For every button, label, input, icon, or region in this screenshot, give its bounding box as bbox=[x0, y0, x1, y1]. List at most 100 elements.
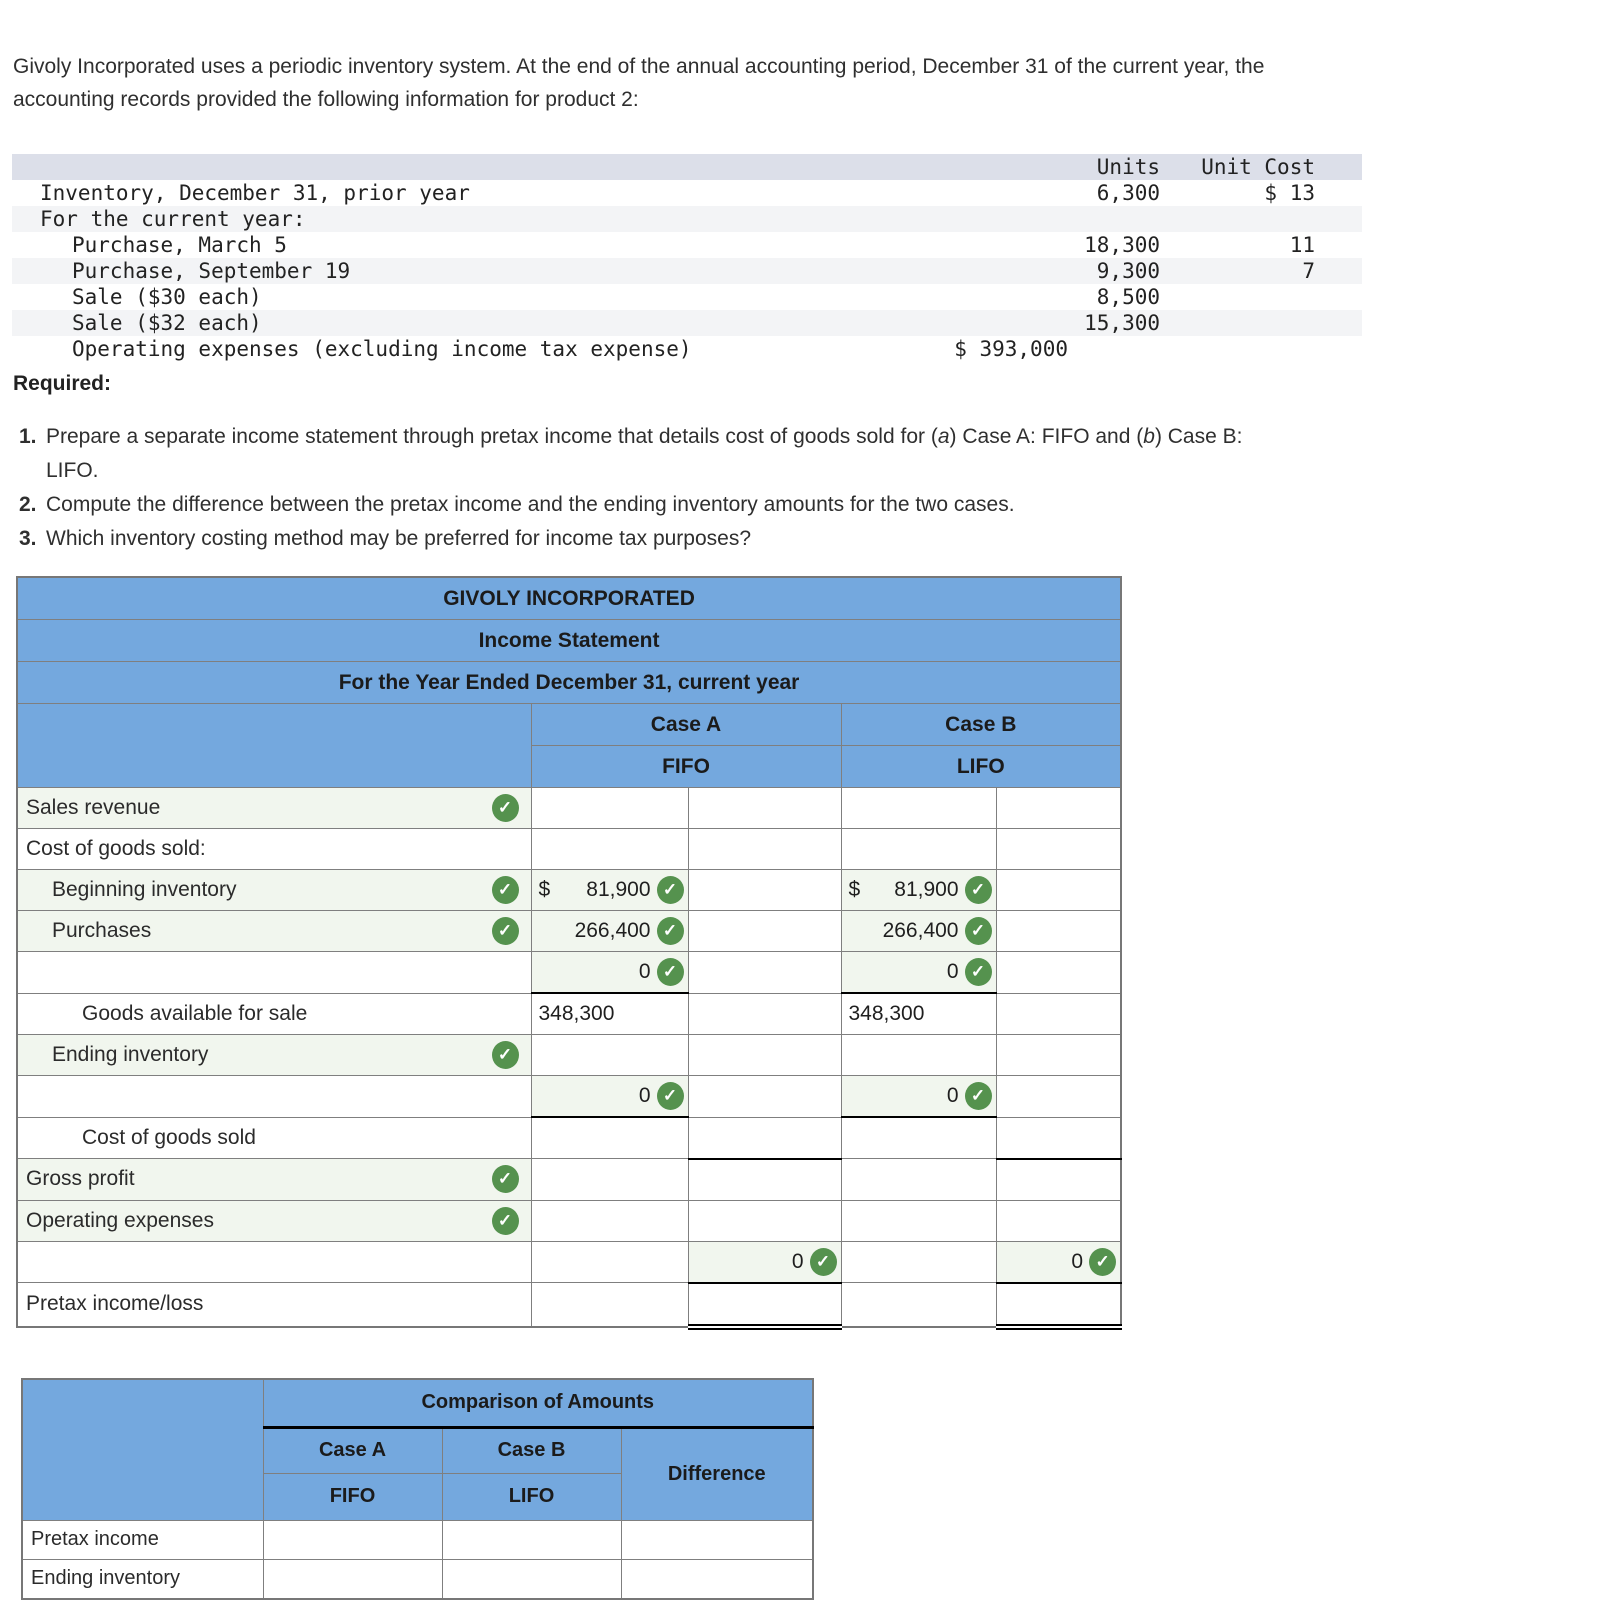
inventory-cell: 8,500 bbox=[1096, 285, 1160, 309]
comparison-method-header-row: FIFO LIFO bbox=[22, 1472, 813, 1521]
inventory-cell bbox=[1315, 232, 1362, 258]
is-row-label-text: Purchases bbox=[52, 919, 152, 942]
cell-value: 0 bbox=[1071, 1249, 1084, 1273]
is-cell-a1[interactable]: 266,400 ✓ bbox=[530, 910, 689, 952]
is-cell-a1[interactable] bbox=[530, 787, 689, 829]
inventory-cell bbox=[1315, 258, 1362, 284]
is-cell-a1[interactable] bbox=[530, 1199, 689, 1242]
required-list: 1. Prepare a separate income statement th… bbox=[0, 420, 1560, 556]
is-cell-b2[interactable] bbox=[995, 787, 1122, 829]
inventory-header-unit-cost: Unit Cost bbox=[1201, 155, 1315, 179]
is-cell-b2[interactable] bbox=[995, 1158, 1122, 1201]
is-cell-a1[interactable] bbox=[530, 1034, 689, 1076]
comparison-cell-case-a[interactable] bbox=[262, 1558, 443, 1599]
problem-statement: Givoly Incorporated uses a periodic inve… bbox=[13, 50, 1568, 116]
is-cell-a2[interactable] bbox=[687, 787, 842, 829]
is-row: 0 ✓ 0 ✓ bbox=[16, 951, 1122, 994]
is-cell-a1[interactable] bbox=[530, 828, 689, 870]
problem-statement-line2: accounting records provided the followin… bbox=[13, 88, 639, 111]
is-cell-a1[interactable] bbox=[530, 1240, 689, 1283]
is-cell-a1[interactable]: 0 ✓ bbox=[530, 951, 689, 994]
inventory-cell bbox=[1315, 336, 1362, 362]
is-cell-b2[interactable] bbox=[995, 1034, 1122, 1076]
is-cell-a2[interactable] bbox=[687, 1116, 842, 1160]
inventory-cell bbox=[1315, 310, 1362, 336]
is-cell-a2[interactable] bbox=[687, 910, 842, 952]
is-cell-b2[interactable] bbox=[995, 828, 1122, 870]
required-item-3: 3. Which inventory costing method may be … bbox=[0, 522, 1560, 556]
is-cell-b1[interactable] bbox=[840, 787, 997, 829]
is-title-statement: Income Statement bbox=[16, 619, 1122, 662]
comparison-header-fifo: FIFO bbox=[262, 1472, 443, 1521]
is-cell-b2[interactable] bbox=[995, 951, 1122, 994]
is-cell-b1[interactable]: 348,300 bbox=[840, 992, 997, 1035]
is-cell-b1[interactable]: $81,900 ✓ bbox=[840, 869, 997, 911]
inventory-row: Operating expenses (excluding income tax… bbox=[12, 336, 1362, 362]
inventory-cell: 6,300 bbox=[1096, 181, 1160, 205]
is-cell-b1[interactable] bbox=[840, 1034, 997, 1076]
cell-value: 348,300 bbox=[538, 1002, 615, 1025]
is-cell-b2[interactable] bbox=[995, 1075, 1122, 1118]
is-row: Cost of goods sold bbox=[16, 1116, 1122, 1160]
is-cell-b1[interactable] bbox=[840, 1199, 997, 1242]
is-cell-b1[interactable]: 0 ✓ bbox=[840, 1075, 997, 1118]
inventory-table-body: Inventory, December 31, prior year 6,300 $… bbox=[12, 180, 1362, 362]
is-row-label bbox=[16, 951, 532, 994]
check-icon: ✓ bbox=[964, 1082, 992, 1110]
is-cell-a2[interactable] bbox=[687, 951, 842, 994]
is-body: Sales revenue ✓ Cost of goods sold: Beginni… bbox=[16, 787, 1122, 1330]
is-cell-b1[interactable] bbox=[840, 1116, 997, 1159]
is-cell-a2[interactable] bbox=[687, 1199, 842, 1242]
is-cell-b1[interactable] bbox=[840, 1282, 997, 1327]
is-cell-a2[interactable] bbox=[687, 828, 842, 870]
is-header-case-b: Case B bbox=[840, 703, 1122, 746]
comparison-cell-difference[interactable] bbox=[620, 1519, 814, 1560]
is-cell-b2[interactable] bbox=[995, 1199, 1122, 1242]
comparison-cell-case-b[interactable] bbox=[441, 1558, 622, 1599]
is-header-empty bbox=[16, 703, 532, 788]
is-cell-b2[interactable] bbox=[995, 1282, 1122, 1330]
is-cell-b1[interactable] bbox=[840, 1158, 997, 1201]
cell-value: 0 bbox=[638, 960, 651, 983]
is-cell-a1[interactable] bbox=[530, 1282, 689, 1327]
comparison-cell-difference[interactable] bbox=[620, 1558, 814, 1599]
inventory-cell bbox=[752, 284, 1068, 310]
inventory-cell bbox=[1068, 206, 1160, 232]
required-item-1-italic-b: b bbox=[1143, 425, 1155, 448]
is-cell-a1[interactable]: $81,900 ✓ bbox=[530, 869, 689, 911]
is-cell-b1[interactable] bbox=[840, 1240, 997, 1283]
is-cell-a2[interactable] bbox=[687, 992, 842, 1035]
is-cell-a2[interactable] bbox=[687, 1075, 842, 1118]
comparison-row: Pretax income bbox=[21, 1519, 814, 1560]
is-cell-a2[interactable] bbox=[687, 1034, 842, 1076]
inventory-header-row: Units Unit Cost bbox=[12, 154, 1362, 180]
check-icon: ✓ bbox=[656, 876, 684, 904]
is-row: 0 ✓ 0 ✓ bbox=[16, 1240, 1122, 1284]
is-cell-b1[interactable]: 266,400 ✓ bbox=[840, 910, 997, 952]
is-row-label: Ending inventory ✓ bbox=[16, 1034, 532, 1076]
is-cell-a1[interactable]: 0 ✓ bbox=[530, 1075, 689, 1118]
comparison-cell-case-b[interactable] bbox=[441, 1519, 622, 1560]
is-cell-b1[interactable] bbox=[840, 828, 997, 870]
is-cell-a1[interactable]: 348,300 bbox=[530, 992, 689, 1035]
comparison-cell-case-a[interactable] bbox=[262, 1519, 443, 1560]
is-cell-b1[interactable]: 0 ✓ bbox=[840, 951, 997, 994]
is-cell-b2[interactable]: 0 ✓ bbox=[995, 1240, 1122, 1284]
is-row-label: Cost of goods sold: bbox=[16, 828, 532, 870]
is-row: Gross profit ✓ bbox=[16, 1158, 1122, 1201]
is-row: Sales revenue ✓ bbox=[16, 787, 1122, 829]
is-cell-a2[interactable] bbox=[687, 1158, 842, 1201]
is-cell-b2[interactable] bbox=[995, 992, 1122, 1035]
is-cell-b2[interactable] bbox=[995, 910, 1122, 952]
inventory-header-empty bbox=[12, 154, 752, 180]
comparison-header-lifo: LIFO bbox=[441, 1472, 622, 1521]
inventory-row: Sale ($32 each) 15,300 bbox=[12, 310, 1362, 336]
is-cell-b2[interactable] bbox=[995, 1116, 1122, 1160]
is-cell-a2[interactable]: 0 ✓ bbox=[687, 1240, 842, 1284]
is-cell-a2[interactable] bbox=[687, 869, 842, 911]
is-cell-a1[interactable] bbox=[530, 1116, 689, 1159]
is-cell-a1[interactable] bbox=[530, 1158, 689, 1201]
is-cell-b2[interactable] bbox=[995, 869, 1122, 911]
cell-value: 348,300 bbox=[848, 1002, 925, 1025]
is-cell-a2[interactable] bbox=[687, 1282, 842, 1330]
